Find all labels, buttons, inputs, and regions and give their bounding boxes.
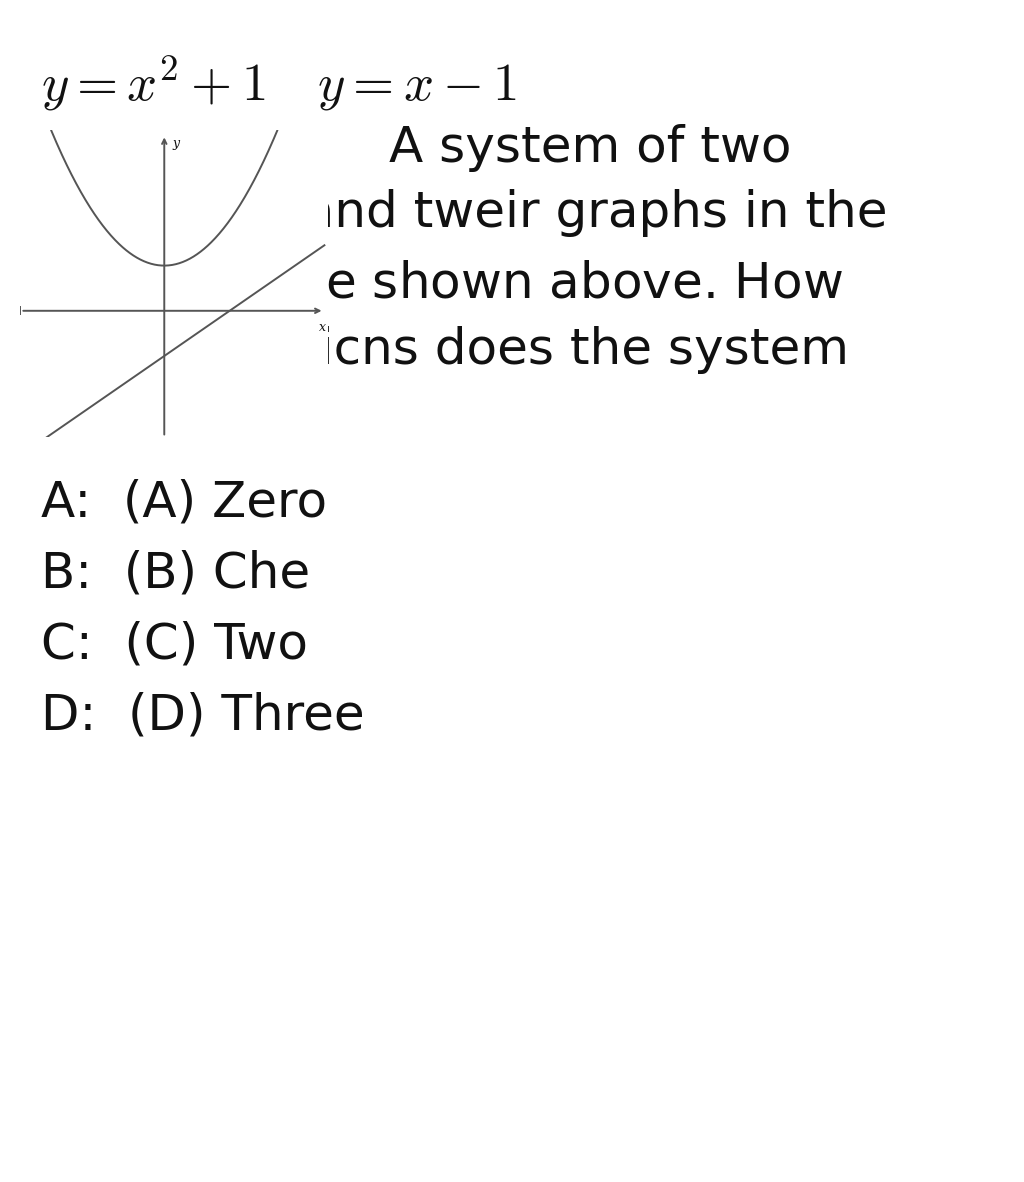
Text: equations and tweir graphs in the: equations and tweir graphs in the (41, 189, 888, 238)
Text: $xy$-plane are shown above. How: $xy$-plane are shown above. How (41, 258, 843, 310)
Text: A system of two: A system of two (389, 124, 792, 173)
Text: y: y (173, 137, 180, 150)
Text: C:  (C) Two: C: (C) Two (41, 621, 308, 669)
Text: many soluticns does the system: many soluticns does the system (41, 326, 849, 375)
Text: $y = x^2 + 1$   $y = x - 1$: $y = x^2 + 1$ $y = x - 1$ (41, 53, 517, 112)
Text: D:  (D) Three: D: (D) Three (41, 691, 365, 740)
Text: A:  (A) Zero: A: (A) Zero (41, 479, 327, 527)
Text: B:  (B) Che: B: (B) Che (41, 550, 310, 598)
Text: x: x (318, 320, 326, 333)
Text: have?: have? (41, 395, 190, 443)
